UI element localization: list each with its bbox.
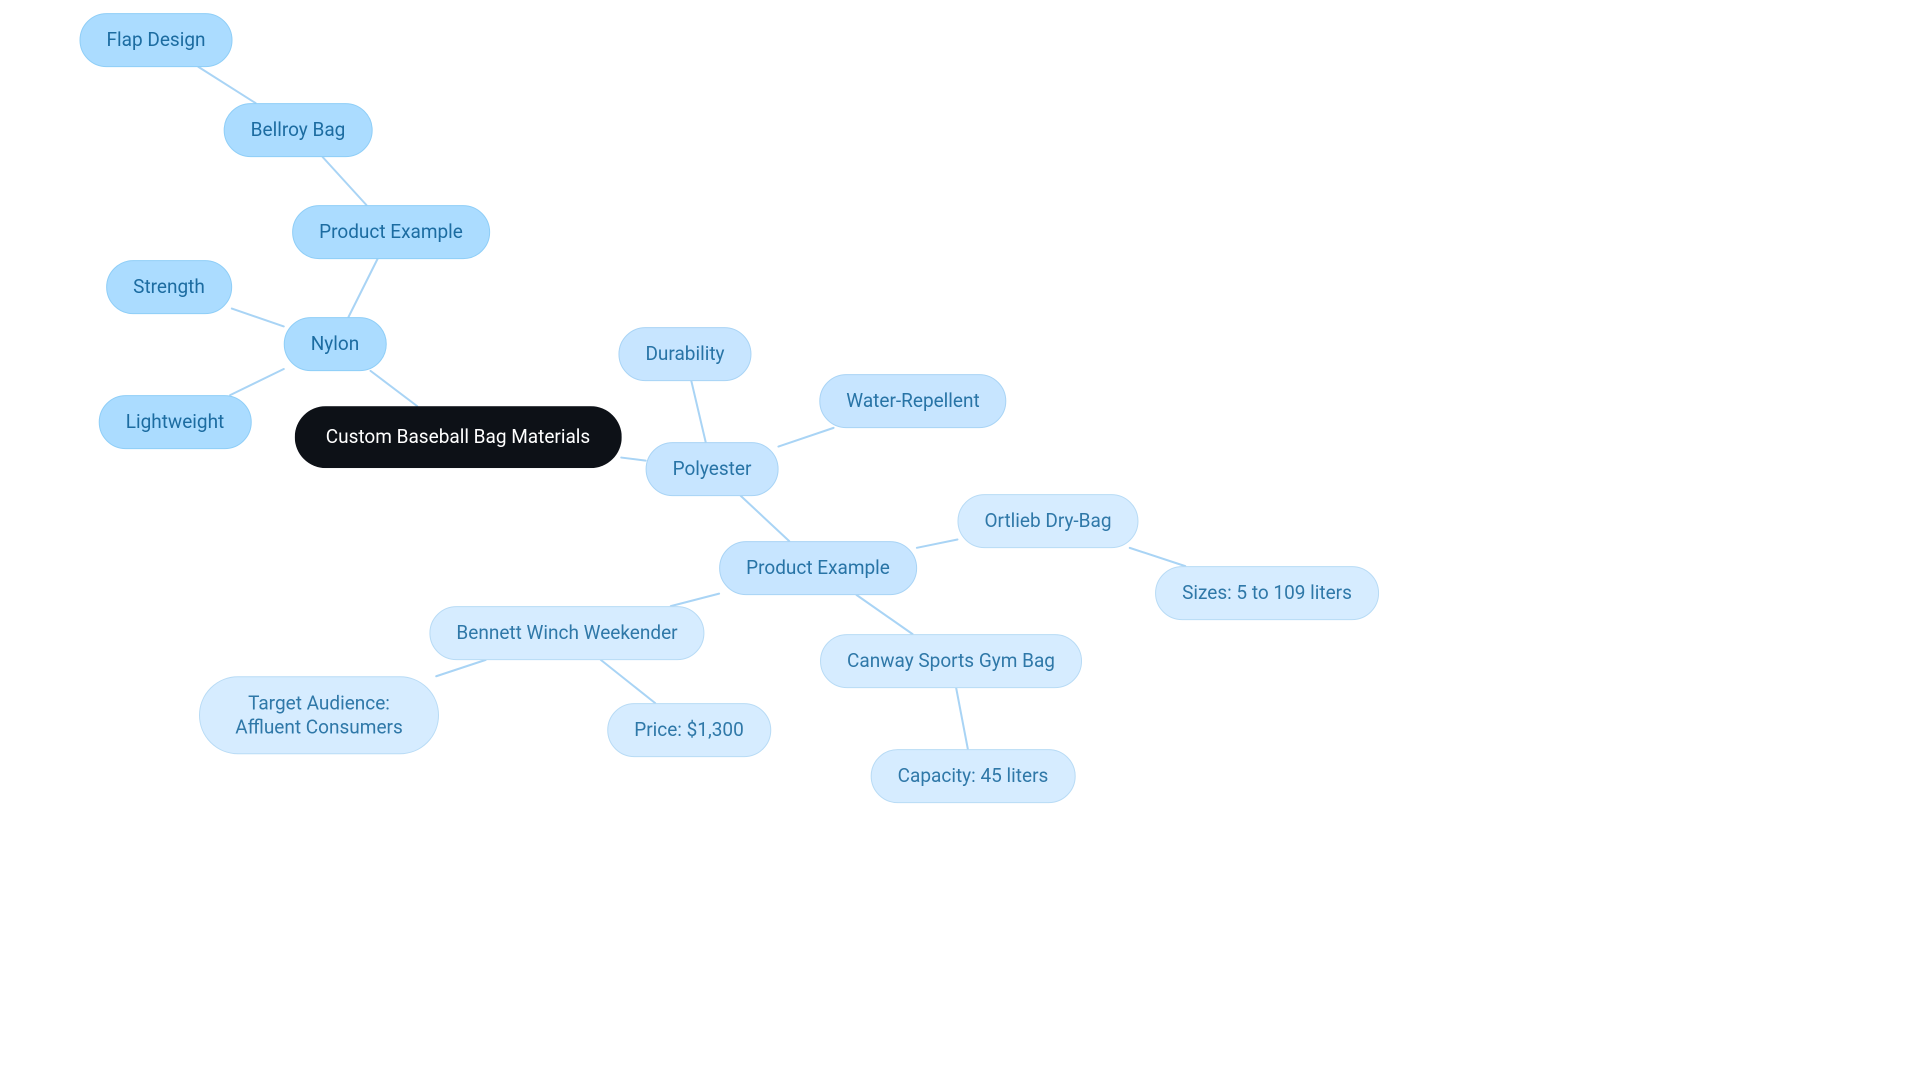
node-capacity: Capacity: 45 liters: [871, 749, 1076, 803]
node-polyester-product-example: Product Example: [719, 541, 917, 595]
node-polyester: Polyester: [646, 442, 779, 496]
node-bennett-winch-weekender: Bennett Winch Weekender: [429, 606, 704, 660]
mindmap-canvas: Custom Baseball Bag Materials Nylon Stre…: [0, 0, 1920, 1083]
edge-layer: [0, 0, 1920, 1083]
node-price: Price: $1,300: [607, 703, 771, 757]
node-lightweight: Lightweight: [99, 395, 252, 449]
node-sizes: Sizes: 5 to 109 liters: [1155, 566, 1379, 620]
node-root: Custom Baseball Bag Materials: [295, 406, 622, 468]
node-flap-design: Flap Design: [80, 13, 233, 67]
node-water-repellent: Water-Repellent: [819, 374, 1006, 428]
node-canway-sports-gym-bag: Canway Sports Gym Bag: [820, 634, 1082, 688]
node-target-audience: Target Audience: Affluent Consumers: [199, 676, 439, 754]
node-durability: Durability: [618, 327, 751, 381]
node-ortlieb-dry-bag: Ortlieb Dry-Bag: [957, 494, 1138, 548]
node-bellroy-bag: Bellroy Bag: [224, 103, 373, 157]
node-nylon: Nylon: [284, 317, 387, 371]
node-nylon-product-example: Product Example: [292, 205, 490, 259]
node-strength: Strength: [106, 260, 232, 314]
